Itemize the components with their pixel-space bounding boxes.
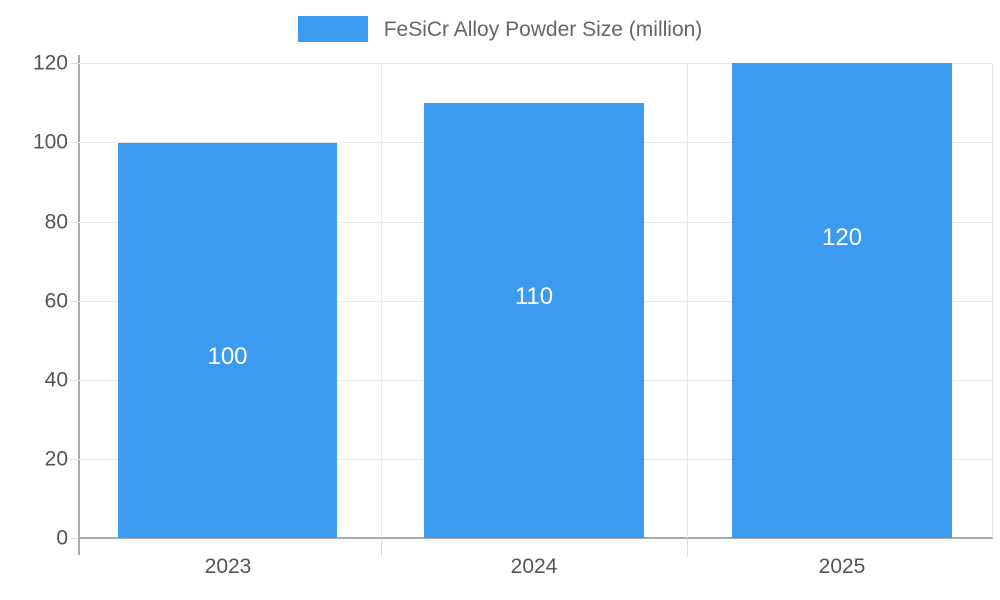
y-tick-label-120: 120 <box>32 51 68 75</box>
legend-item-label: FeSiCr Alloy Powder Size (million) <box>383 17 703 41</box>
chart-legend: FeSiCr Alloy Powder Size (million) <box>0 0 1000 58</box>
x-tick-label-2024: 2024 <box>510 555 558 578</box>
category-divider-2 <box>687 63 688 538</box>
bar-value-label-2023: 100 <box>207 343 248 370</box>
y-tick-label-0: 0 <box>56 526 68 550</box>
plot-area: 100 110 120 <box>78 63 993 539</box>
y-tick-mark-20 <box>70 459 78 460</box>
y-tick-label-60: 60 <box>44 289 68 313</box>
y-axis-line <box>78 55 80 555</box>
bar-value-label-2025: 120 <box>821 224 863 251</box>
bar-2023[interactable]: 100 <box>118 143 337 538</box>
x-tick-label-2023: 2023 <box>204 555 252 578</box>
x-tick-label-2025: 2025 <box>818 555 866 578</box>
x-axis-baseline <box>78 537 993 539</box>
y-axis-tick-labels: 120 100 80 60 40 20 0 <box>0 0 78 600</box>
y-tick-label-40: 40 <box>44 368 68 392</box>
category-divider-1 <box>381 63 382 538</box>
y-tick-label-20: 20 <box>44 447 68 471</box>
y-tick-mark-80 <box>70 222 78 223</box>
y-tick-mark-100 <box>70 142 78 143</box>
bar-2024[interactable]: 110 <box>424 103 644 538</box>
x-tick-mark-2 <box>687 539 688 557</box>
y-tick-mark-120 <box>70 63 78 64</box>
gridline-120 <box>78 63 993 64</box>
bar-2025[interactable]: 120 <box>732 63 952 538</box>
bar-value-label-2024: 110 <box>514 283 554 310</box>
legend-item-fesicr-alloy-powder-size[interactable]: FeSiCr Alloy Powder Size (million) <box>297 16 703 42</box>
y-tick-label-100: 100 <box>32 130 68 154</box>
y-tick-mark-40 <box>70 380 78 381</box>
plot-right-edge <box>992 63 993 538</box>
legend-color-swatch-icon <box>297 16 368 42</box>
y-tick-mark-0 <box>70 538 78 539</box>
x-axis-tick-labels: 2023 2024 2025 <box>78 556 993 596</box>
x-tick-mark-1 <box>381 539 382 557</box>
y-tick-mark-60 <box>70 301 78 302</box>
y-tick-label-80: 80 <box>44 210 68 234</box>
